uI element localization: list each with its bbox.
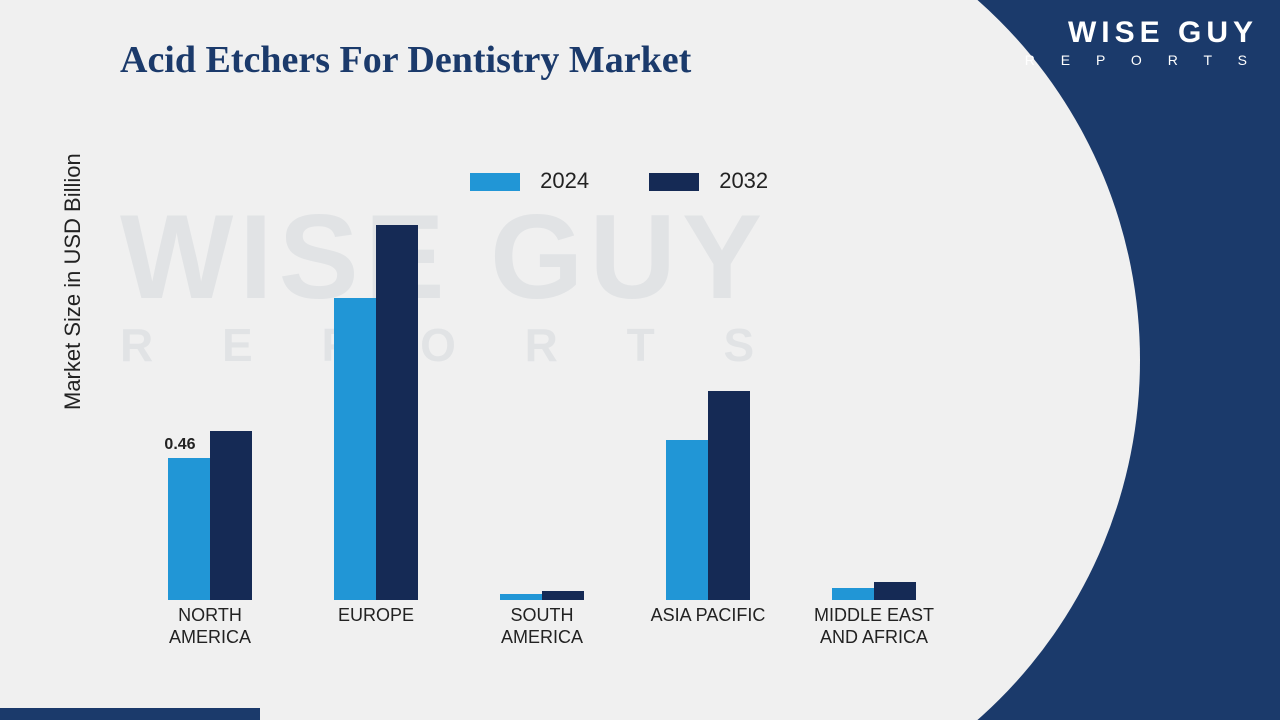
- legend-swatch-b: [649, 173, 699, 191]
- y-axis-label: Market Size in USD Billion: [60, 153, 86, 410]
- bar-series-a: [666, 440, 708, 600]
- page-root: WISE GUY R E P O R T S Acid Etchers For …: [0, 0, 1280, 720]
- bar-series-a: [832, 588, 874, 600]
- category-label: NORTH AMERICA: [140, 605, 280, 648]
- category-label: ASIA PACIFIC: [638, 605, 778, 627]
- category-label: MIDDLE EAST AND AFRICA: [804, 605, 944, 648]
- logo-line2: R E P O R T S: [1025, 52, 1258, 68]
- bar-chart: Market Size in USD Billion 0.46NORTH AME…: [60, 160, 960, 690]
- bar-series-b: [874, 582, 916, 600]
- legend-swatch-a: [470, 173, 520, 191]
- legend: 2024 2032: [470, 168, 768, 194]
- bar-series-b: [708, 391, 750, 600]
- category-label: EUROPE: [306, 605, 446, 627]
- bar-series-b: [210, 431, 252, 600]
- side-panel: [975, 0, 1280, 720]
- bar-series-a: [168, 458, 210, 600]
- legend-label-b: 2032: [719, 168, 768, 193]
- bottom-accent-bar: [0, 708, 260, 720]
- bar-series-a: [500, 594, 542, 600]
- plot-area: 0.46NORTH AMERICAEUROPESOUTH AMERICAASIA…: [120, 200, 950, 600]
- legend-item-b: 2032: [649, 168, 768, 194]
- bar-value-label: 0.46: [150, 436, 210, 454]
- bar-series-a: [334, 298, 376, 600]
- bar-series-b: [376, 225, 418, 600]
- logo-line1: WISE GUY: [1025, 18, 1258, 48]
- chart-title: Acid Etchers For Dentistry Market: [120, 38, 691, 82]
- bar-series-b: [542, 591, 584, 600]
- category-label: SOUTH AMERICA: [472, 605, 612, 648]
- legend-label-a: 2024: [540, 168, 589, 193]
- legend-item-a: 2024: [470, 168, 589, 194]
- brand-logo: WISE GUY R E P O R T S: [1025, 18, 1258, 68]
